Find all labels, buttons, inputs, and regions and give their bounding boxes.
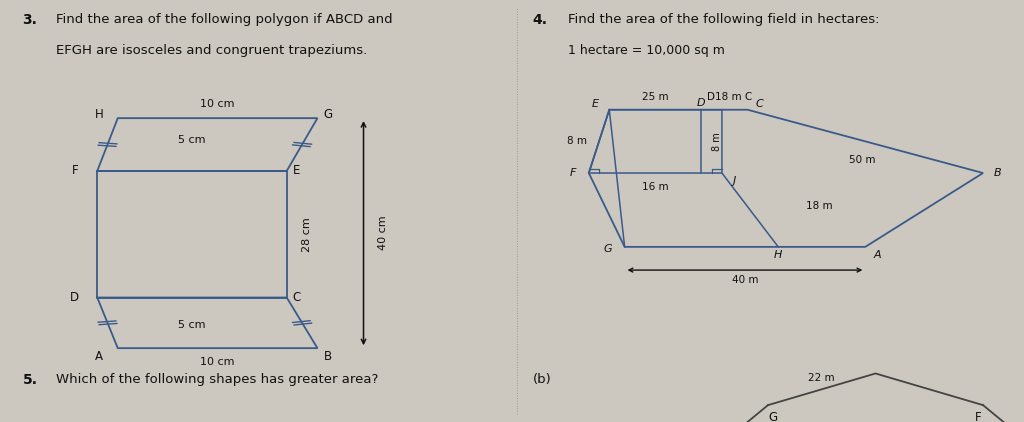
Text: 28 cm: 28 cm [302, 217, 312, 252]
Text: Which of the following shapes has greater area?: Which of the following shapes has greate… [56, 373, 379, 387]
Text: 8 m: 8 m [566, 136, 587, 146]
Text: F: F [72, 165, 78, 177]
Text: G: G [769, 411, 777, 422]
Text: 5.: 5. [23, 373, 38, 387]
Text: B: B [993, 168, 1001, 178]
Text: D18 m C: D18 m C [707, 92, 752, 102]
Text: H: H [95, 108, 103, 121]
Text: A: A [873, 250, 882, 260]
Text: Find the area of the following field in hectares:: Find the area of the following field in … [568, 13, 880, 26]
Text: A: A [95, 350, 103, 363]
Text: 22 m: 22 m [808, 373, 836, 383]
Text: Find the area of the following polygon if ABCD and: Find the area of the following polygon i… [56, 13, 393, 26]
Text: 40 cm: 40 cm [378, 216, 388, 251]
Text: 4.: 4. [532, 13, 548, 27]
Text: 16 m: 16 m [642, 182, 669, 192]
Text: 1 hectare = 10,000 sq m: 1 hectare = 10,000 sq m [568, 44, 725, 57]
Text: F: F [569, 168, 575, 178]
Text: G: G [604, 243, 612, 254]
Text: 10 cm: 10 cm [201, 99, 234, 109]
Text: E: E [592, 99, 598, 109]
Text: G: G [324, 108, 332, 121]
Text: E: E [293, 165, 301, 177]
Text: 50 m: 50 m [850, 154, 876, 165]
Text: D: D [697, 98, 706, 108]
Text: 5 cm: 5 cm [178, 320, 206, 330]
Text: J: J [732, 176, 736, 186]
Text: 3.: 3. [23, 13, 38, 27]
Text: 8 m: 8 m [712, 132, 722, 151]
Text: B: B [324, 350, 332, 363]
Text: (b): (b) [532, 373, 551, 387]
Text: D: D [71, 291, 79, 304]
Text: H: H [774, 250, 782, 260]
Text: 5 cm: 5 cm [178, 135, 206, 145]
Text: 25 m: 25 m [642, 92, 669, 102]
Text: F: F [975, 411, 981, 422]
Text: C: C [756, 99, 764, 109]
Text: 40 m: 40 m [732, 275, 758, 285]
Text: EFGH are isosceles and congruent trapeziums.: EFGH are isosceles and congruent trapezi… [56, 44, 368, 57]
Text: 10 cm: 10 cm [201, 357, 234, 368]
Text: 18 m: 18 m [806, 201, 833, 211]
Text: C: C [293, 291, 301, 304]
